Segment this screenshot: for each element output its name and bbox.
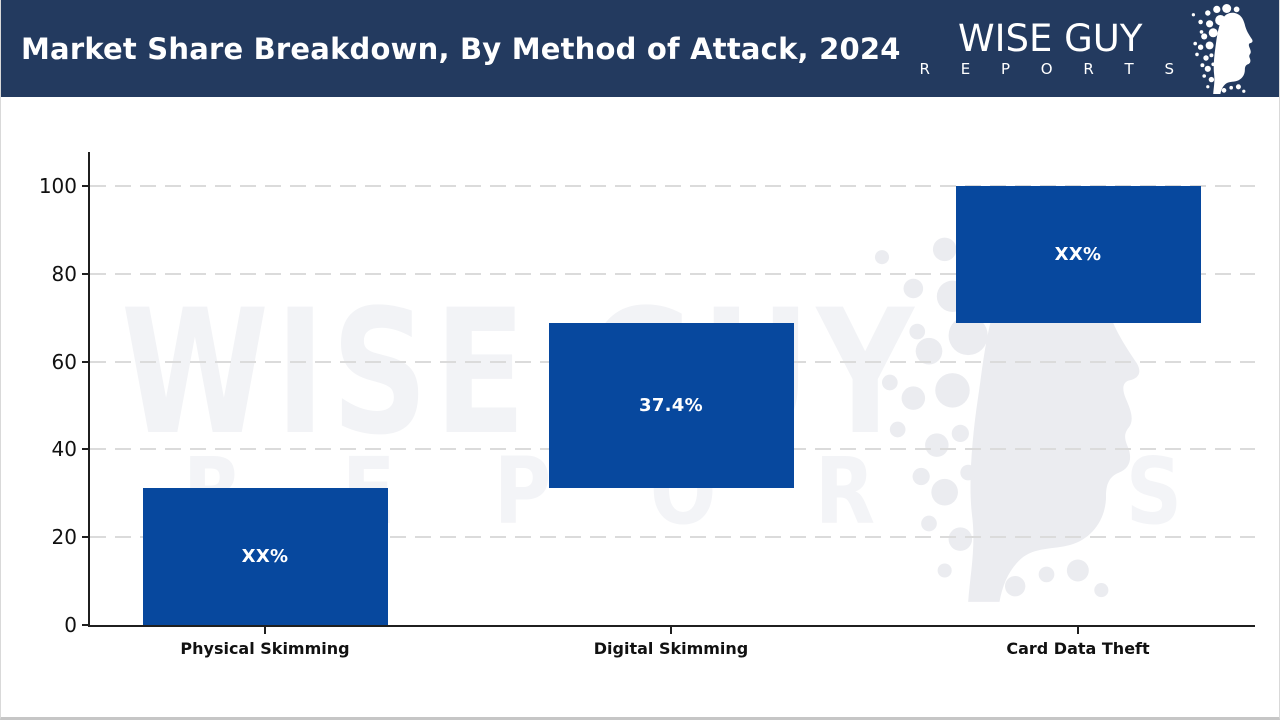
x-tick-1 [670, 627, 672, 634]
y-tick-20 [82, 536, 89, 539]
y-tick-0 [82, 624, 89, 626]
bar-card-data-theft: XX% [955, 186, 1201, 324]
x-tick-0 [264, 627, 266, 634]
y-tick-40 [82, 448, 89, 451]
y-tick-label-0: 0 [64, 613, 77, 637]
x-category-label: Card Data Theft [1006, 639, 1150, 658]
x-category-label: Digital Skimming [593, 639, 749, 658]
y-axis-line [88, 152, 90, 627]
y-tick-label-40: 40 [51, 437, 77, 462]
bar-value-label: XX% [241, 545, 289, 567]
y-tick-80 [82, 272, 89, 275]
header-bar: Market Share Breakdown, By Method of Att… [1, 0, 1279, 97]
brand-logo: WISE GUY R E P O R T S [914, 4, 1271, 94]
brand-subtitle: R E P O R T S [919, 60, 1187, 79]
y-tick-100 [82, 185, 89, 187]
bar-digital-skimming: 37.4% [548, 323, 794, 488]
bar-value-label: 37.4% [639, 394, 703, 416]
bar-physical-skimming: XX% [142, 487, 388, 625]
y-tick-label-20: 20 [51, 525, 77, 550]
bar-value-label: XX% [1054, 244, 1102, 266]
y-tick-label-100: 100 [38, 174, 77, 198]
x-category-label: Physical Skimming [180, 639, 350, 658]
brand-name: WISE GUY [958, 16, 1143, 60]
gridline-80 [90, 272, 1255, 275]
gridline-20 [90, 536, 1255, 539]
y-tick-60 [82, 360, 89, 363]
x-tick-2 [1077, 627, 1079, 634]
y-tick-label-60: 60 [51, 349, 77, 374]
brand-logo-text: WISE GUY R E P O R T S [914, 16, 1187, 79]
page-title: Market Share Breakdown, By Method of Att… [21, 31, 901, 66]
y-tick-label-80: 80 [51, 261, 77, 286]
x-axis-line [88, 625, 1255, 627]
gridline-100 [90, 185, 1255, 187]
